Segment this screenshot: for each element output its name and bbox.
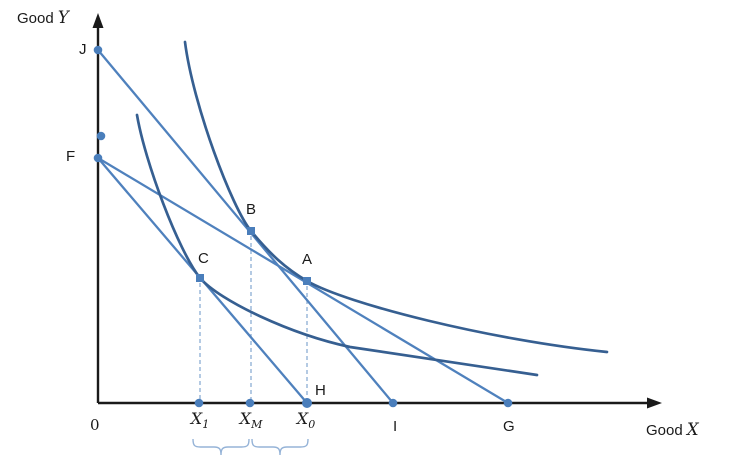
x-axis-arrowhead xyxy=(647,397,662,409)
tick-label-sub-X0: 0 xyxy=(308,418,316,432)
point-label-F: F xyxy=(66,148,76,165)
indifference-curve-upper xyxy=(183,40,609,354)
y-axis-variable: Y xyxy=(57,8,69,27)
tick-label-base-X1: X xyxy=(190,409,203,428)
tick-label-X0: X0 xyxy=(296,409,316,432)
point-label-B: B xyxy=(246,201,257,218)
point-label-J: J xyxy=(79,41,87,58)
x-axis-variable: X xyxy=(686,420,699,439)
tick-dot-XM xyxy=(245,398,255,408)
underbrace-X1-XM xyxy=(192,438,250,456)
point-B xyxy=(247,227,255,235)
y-axis-label: Good Y xyxy=(17,8,69,27)
point-label-A: A xyxy=(302,251,313,268)
point-C xyxy=(196,274,204,282)
tick-label-XM: XM xyxy=(239,409,263,432)
point-label-I: I xyxy=(393,418,398,435)
indifference-curve-lower xyxy=(135,113,539,377)
point-J xyxy=(93,45,103,55)
point-label-G: G xyxy=(503,418,515,435)
tick-label-base-XM: X xyxy=(239,409,252,428)
tick-label-sub-X1: 1 xyxy=(202,418,210,432)
x-axis-label-text: Good xyxy=(646,422,687,439)
origin-label: 0 xyxy=(90,416,100,434)
tick-label-X1: X1 xyxy=(190,409,210,432)
point-label-H: H xyxy=(315,382,326,399)
tick-label-base-X0: X xyxy=(296,409,309,428)
budget-line-J-I xyxy=(96,48,395,405)
x-axis-label: Good X xyxy=(646,420,699,439)
underbrace-XM-X0 xyxy=(251,438,309,456)
y-axis-arrowhead xyxy=(92,13,104,28)
point-A xyxy=(303,277,311,285)
point-I xyxy=(388,398,398,408)
tick-label-sub-XM: M xyxy=(251,418,263,432)
tick-dot-X1 xyxy=(194,398,204,408)
point-G xyxy=(503,398,513,408)
point-label-C: C xyxy=(198,250,209,267)
point-F xyxy=(93,153,103,163)
point-H xyxy=(302,398,312,408)
y-axis-label-text: Good xyxy=(17,10,58,27)
point-dot-on-axis xyxy=(96,131,106,141)
